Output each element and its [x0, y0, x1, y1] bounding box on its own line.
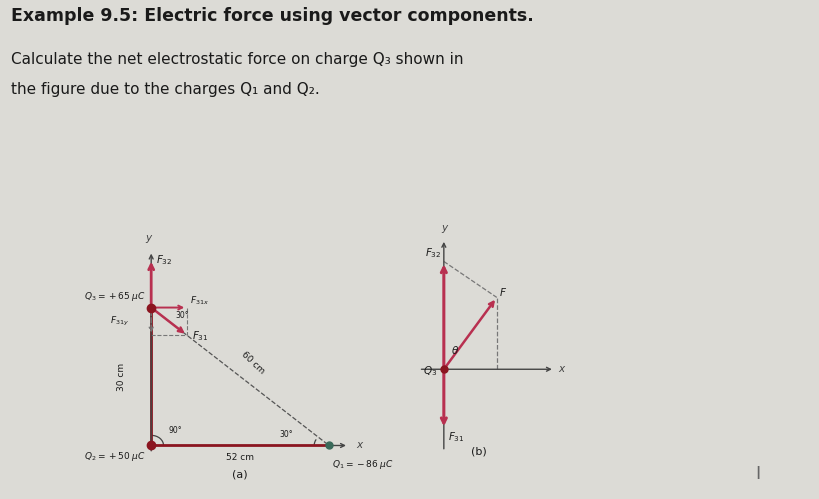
Text: x: x	[356, 441, 362, 451]
Text: y: y	[441, 223, 447, 233]
Text: $\theta$: $\theta$	[451, 344, 459, 356]
Text: $Q_3$: $Q_3$	[423, 364, 437, 378]
Text: 52 cm: 52 cm	[226, 453, 254, 462]
Text: $F_{32}$: $F_{32}$	[156, 253, 173, 267]
Text: $F_{31x}$: $F_{31x}$	[189, 294, 209, 307]
Text: I: I	[755, 465, 760, 483]
Text: $F_{31y}$: $F_{31y}$	[110, 315, 129, 328]
Text: 90°: 90°	[169, 426, 182, 435]
Text: $F_{31}$: $F_{31}$	[192, 329, 209, 343]
Text: 60 cm: 60 cm	[240, 350, 266, 376]
Text: 30°: 30°	[176, 311, 189, 320]
Text: $Q_3=+65\ \mu C$: $Q_3=+65\ \mu C$	[84, 290, 147, 303]
Text: 30 cm: 30 cm	[117, 362, 126, 391]
Text: $F$: $F$	[500, 286, 507, 298]
Text: $F_{31}$: $F_{31}$	[448, 431, 464, 445]
Text: y: y	[146, 233, 152, 243]
Text: $Q_2=+50\ \mu C$: $Q_2=+50\ \mu C$	[84, 450, 147, 463]
Text: $Q_1=-86\ \mu C$: $Q_1=-86\ \mu C$	[332, 458, 393, 471]
Text: 30°: 30°	[279, 430, 293, 440]
Text: (b): (b)	[471, 447, 487, 457]
Text: (a): (a)	[233, 470, 248, 480]
Text: Calculate the net electrostatic force on charge Q₃ shown in: Calculate the net electrostatic force on…	[11, 52, 464, 67]
Text: x: x	[559, 364, 564, 374]
Text: $F_{32}$: $F_{32}$	[425, 246, 441, 260]
Text: Example 9.5: Electric force using vector components.: Example 9.5: Electric force using vector…	[11, 7, 533, 25]
Text: the figure due to the charges Q₁ and Q₂.: the figure due to the charges Q₁ and Q₂.	[11, 82, 319, 97]
